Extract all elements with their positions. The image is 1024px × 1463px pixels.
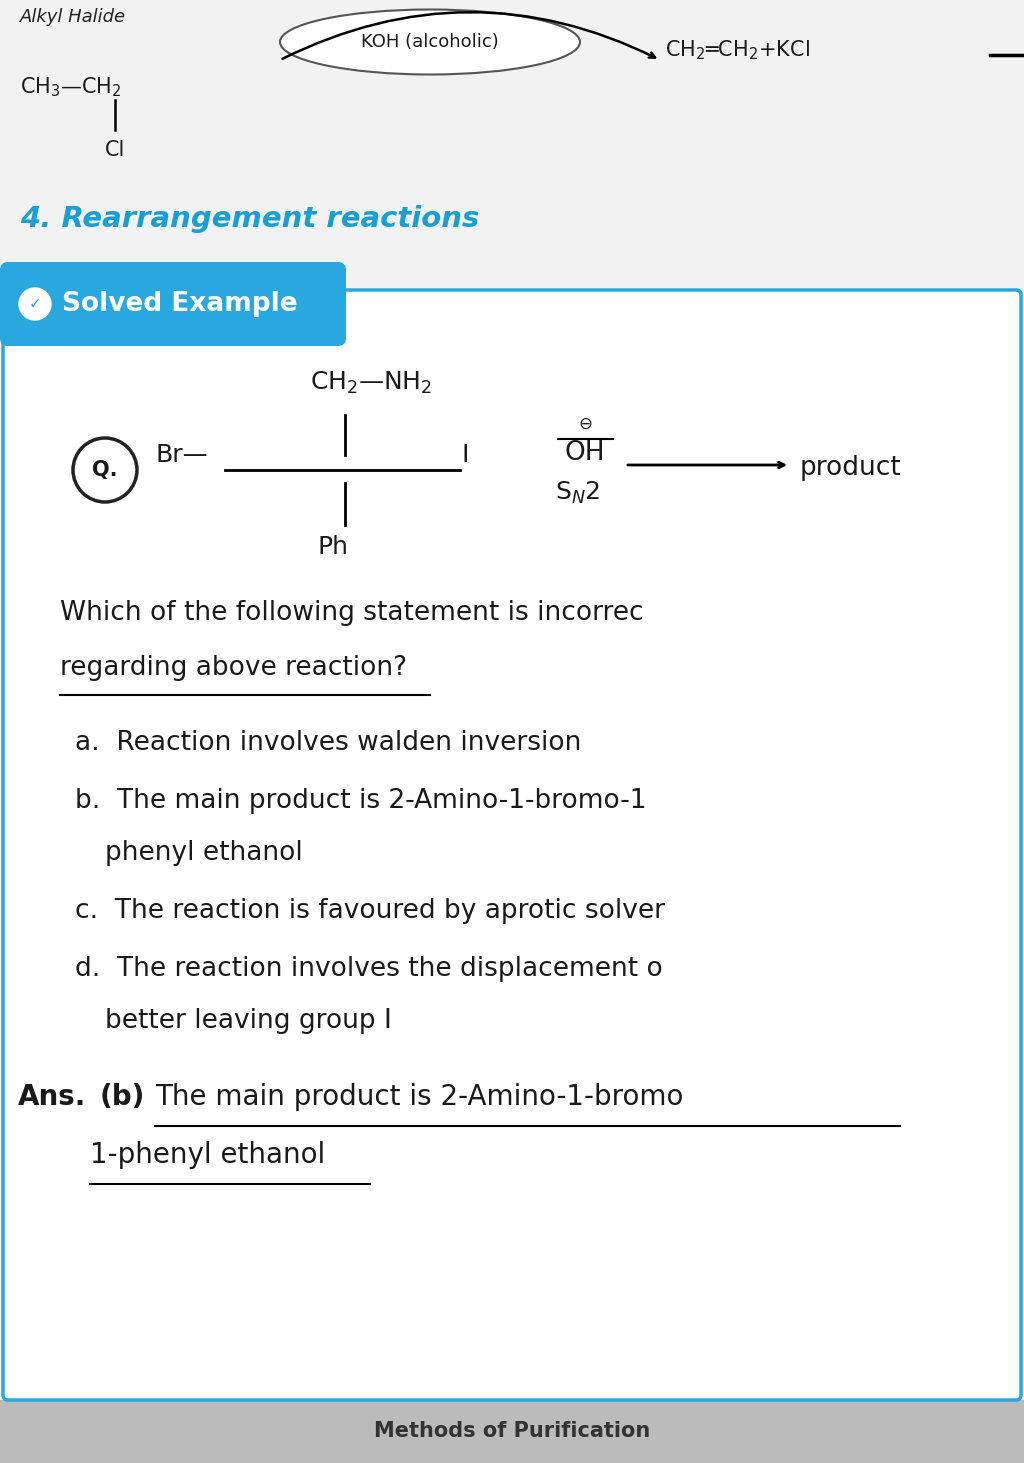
Text: product: product <box>800 455 902 481</box>
Text: Br—: Br— <box>155 443 208 467</box>
Text: a.  Reaction involves walden inversion: a. Reaction involves walden inversion <box>75 730 582 756</box>
Text: Ph: Ph <box>318 535 349 559</box>
Text: b.  The main product is 2-Amino-1-bromo-1: b. The main product is 2-Amino-1-bromo-1 <box>75 789 646 813</box>
Text: regarding above reaction?: regarding above reaction? <box>60 655 408 680</box>
Text: CH$_2$═CH$_2$+KCl: CH$_2$═CH$_2$+KCl <box>665 38 810 61</box>
Circle shape <box>19 288 51 320</box>
Text: better leaving group I: better leaving group I <box>105 1008 392 1034</box>
Text: CH$_2$—NH$_2$: CH$_2$—NH$_2$ <box>310 370 431 396</box>
Text: OH: OH <box>564 440 605 467</box>
Circle shape <box>73 437 137 502</box>
Text: 4. Rearrangement reactions: 4. Rearrangement reactions <box>20 205 479 233</box>
Text: 1-phenyl ethanol: 1-phenyl ethanol <box>90 1141 326 1169</box>
Text: d.  The reaction involves the displacement o: d. The reaction involves the displacemen… <box>75 955 663 982</box>
FancyBboxPatch shape <box>0 262 346 347</box>
Text: Methods of Purification: Methods of Purification <box>374 1421 650 1441</box>
Text: phenyl ethanol: phenyl ethanol <box>105 840 303 866</box>
Text: CH$_3$—CH$_2$: CH$_3$—CH$_2$ <box>20 75 122 98</box>
Text: S$_N$2: S$_N$2 <box>555 480 601 506</box>
Text: Q.: Q. <box>92 459 118 480</box>
Text: ✓: ✓ <box>29 297 41 312</box>
Text: ⊖: ⊖ <box>579 415 592 433</box>
Text: The main product is 2-Amino-1-bromo: The main product is 2-Amino-1-bromo <box>155 1083 683 1110</box>
FancyBboxPatch shape <box>0 1400 1024 1463</box>
Text: c.  The reaction is favoured by aprotic solver: c. The reaction is favoured by aprotic s… <box>75 898 665 925</box>
Text: I: I <box>462 443 469 467</box>
FancyBboxPatch shape <box>3 290 1021 1400</box>
Text: Alkyl Halide: Alkyl Halide <box>20 7 126 26</box>
Text: Solved Example: Solved Example <box>62 291 298 317</box>
Text: Ans.: Ans. <box>18 1083 86 1110</box>
Text: (b): (b) <box>100 1083 145 1110</box>
Text: KOH (alcoholic): KOH (alcoholic) <box>361 34 499 51</box>
Text: Which of the following statement is incorrec: Which of the following statement is inco… <box>60 600 644 626</box>
Text: Cl: Cl <box>105 140 125 159</box>
Ellipse shape <box>280 9 580 75</box>
